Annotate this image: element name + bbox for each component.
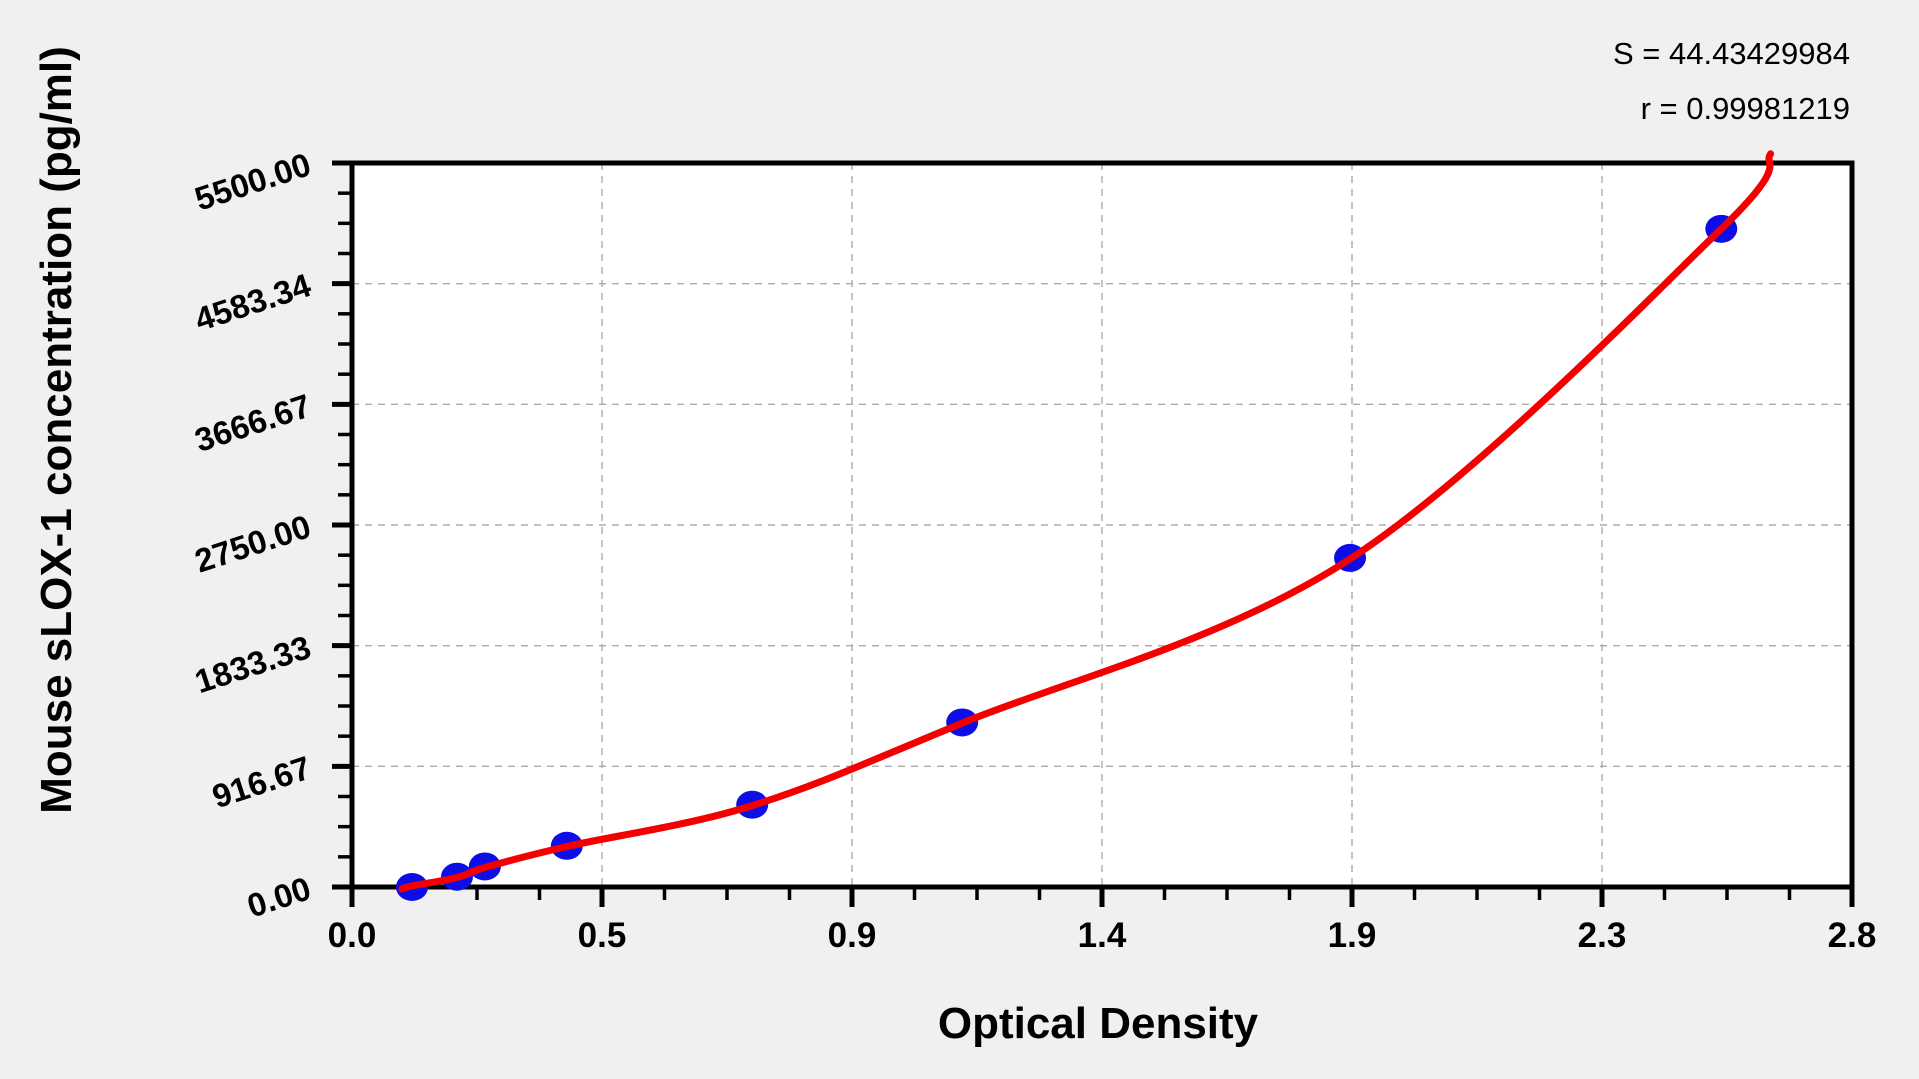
x-tick-label: 0.0	[328, 916, 377, 955]
x-tick-label: 1.9	[1328, 916, 1377, 955]
fit-annotations: S = 44.43429984 r = 0.99981219	[1613, 26, 1850, 136]
fit-s-value: S = 44.43429984	[1612, 36, 1850, 71]
x-tick-label: 1.4	[1078, 916, 1127, 955]
y-tick-label: 4583.34	[190, 266, 315, 338]
x-tick-label: 2.8	[1828, 916, 1877, 955]
y-tick-label: 5500.00	[190, 145, 315, 217]
y-axis-title: Mouse sLOX-1 concentration (pg/ml)	[32, 46, 81, 814]
y-tick-label: 1833.33	[190, 628, 315, 700]
x-tick-label: 2.3	[1578, 916, 1627, 955]
y-tick-label: 916.67	[208, 749, 315, 815]
x-tick-label: 0.9	[828, 916, 877, 955]
y-tick-label: 2750.00	[190, 507, 315, 579]
fit-curve	[398, 150, 1775, 893]
fit-r-value: r = 0.99981219	[1640, 91, 1850, 126]
y-tick-label: 0.00	[243, 869, 316, 924]
y-tick-label: 3666.67	[190, 387, 315, 459]
x-tick-label: 0.5	[578, 916, 627, 955]
x-axis-title: Optical Density	[937, 999, 1259, 1048]
